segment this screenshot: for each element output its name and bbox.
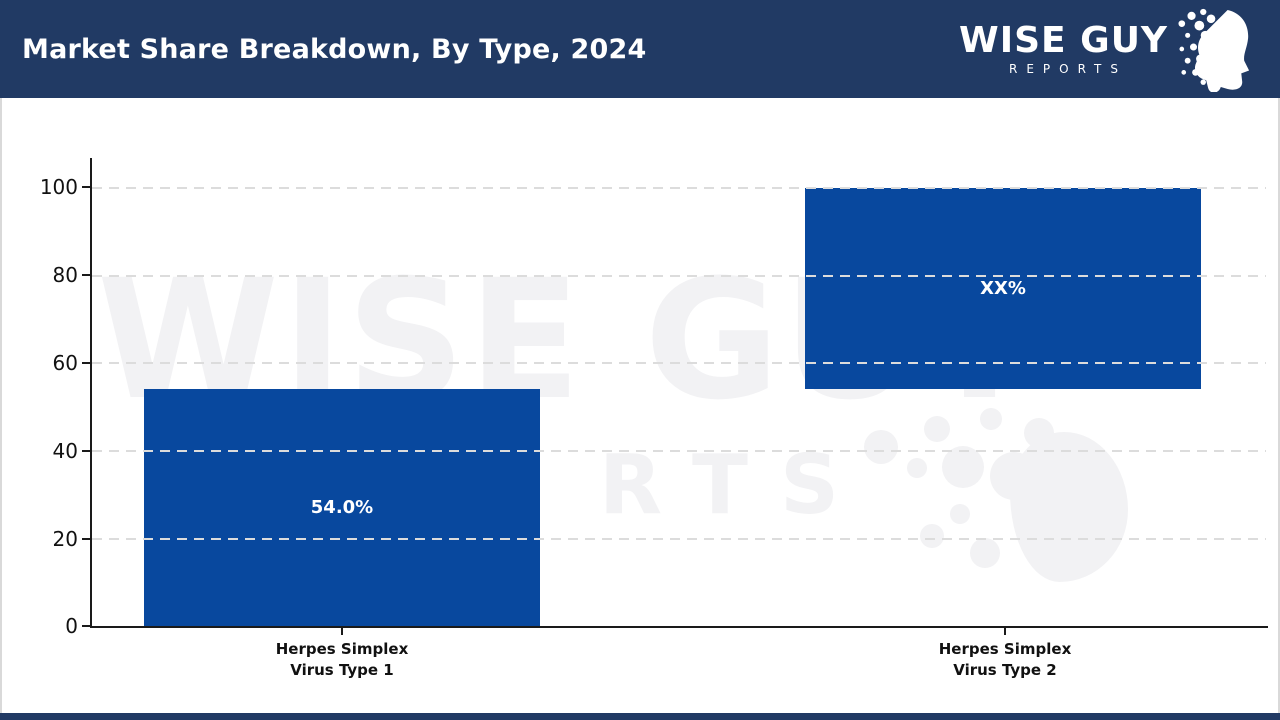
watermark-face-dot [942,446,984,488]
gridline-60 [92,362,1266,364]
y-tick-100 [82,186,90,188]
logo-name: WISE GUY [958,19,1168,61]
x-label-2-line1: Herpes Simplex [938,640,1072,658]
x-tick-category-2 [1004,628,1006,635]
y-tick-label-80: 80 [52,263,78,287]
watermark-face-dot [920,524,944,548]
watermark-letter-r: R [599,438,663,533]
x-category-label-1: Herpes Simplex Virus Type 1 [182,639,502,681]
y-tick-60 [82,362,90,364]
wiseguy-face-icon [1178,8,1250,92]
y-tick-label-40: 40 [52,439,78,463]
y-tick-label-0: 0 [65,614,78,638]
watermark-face-dot [970,538,1000,568]
gridline-20 [92,538,1266,540]
x-label-2-line2: Virus Type 2 [953,661,1057,679]
watermark-face-dot [907,458,927,478]
footer-accent-bar [0,713,1280,720]
y-tick-label-60: 60 [52,351,78,375]
y-axis-spine [90,158,92,628]
watermark-face-dot [950,504,970,524]
watermark-face-dot [980,408,1002,430]
x-label-1-line2: Virus Type 1 [290,661,394,679]
bar-2-value-label: XX% [980,277,1026,299]
bar-1: 54.0% [144,389,540,627]
bar-1-value-label: 54.0% [310,497,374,519]
page-title: Market Share Breakdown, By Type, 2024 [22,33,647,65]
x-category-label-2: Herpes Simplex Virus Type 2 [845,639,1165,681]
watermark-letter-s: S [780,438,840,533]
gridline-80 [92,275,1266,277]
gridline-100 [92,187,1266,189]
x-axis-spine [90,626,1268,628]
logo-tagline: REPORTS [1008,61,1127,76]
watermark-face-dot [864,430,898,464]
y-tick-label-20: 20 [52,527,78,551]
watermark-face-silhouette [1010,432,1128,582]
y-tick-20 [82,538,90,540]
wiseguy-logo-text: WISE GUY REPORTS [958,19,1168,76]
gridline-40 [92,450,1266,452]
y-tick-label-100: 100 [39,175,78,199]
y-tick-40 [82,450,90,452]
y-tick-80 [82,274,90,276]
wiseguy-logo: WISE GUY REPORTS [959,6,1252,92]
watermark-face-dot [924,416,950,442]
x-tick-category-1 [341,628,343,635]
plot-area: 54.0% XX% 100 80 60 40 20 0 Herpes Simpl… [2,98,1280,714]
y-tick-0 [82,625,90,627]
watermark-letter-t: T [692,438,748,533]
x-label-1-line1: Herpes Simplex [275,640,409,658]
header-bar: Market Share Breakdown, By Type, 2024 WI… [0,0,1280,98]
bar-2: XX% [805,187,1201,390]
